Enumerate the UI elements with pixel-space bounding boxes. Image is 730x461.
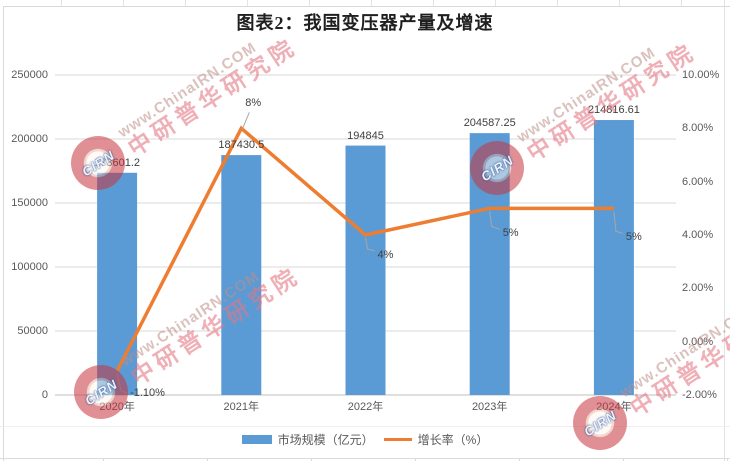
y-axis-left-tick: 50000 [17, 325, 48, 337]
legend: 市场规模（亿元） 增长率（%） [0, 431, 730, 448]
y-axis-left-tick: 150000 [11, 197, 48, 209]
y-axis-right-tick: 8.00% [682, 122, 714, 135]
line-value-label: 5% [625, 231, 642, 244]
legend-item-bar: 市场规模（亿元） [241, 431, 374, 448]
bar-value-label: 173601.2 [94, 156, 141, 169]
y-axis-right-tick: 10.00% [682, 69, 720, 81]
y-axis-left-tick: 250000 [11, 69, 48, 81]
bar [221, 155, 262, 395]
bar-value-label: 204587.25 [463, 117, 516, 130]
y-axis-right-tick: 4.00% [682, 229, 714, 241]
leader-line [241, 112, 250, 130]
y-axis-left-tick: 0 [41, 389, 48, 401]
bar [97, 172, 138, 395]
line-value-label: 4% [377, 249, 394, 261]
y-axis-right-tick: -2.00% [682, 389, 717, 401]
y-axis-left-tick: 100000 [11, 261, 48, 273]
bar [345, 145, 386, 395]
x-axis-tick: 2022年 [347, 401, 384, 413]
line-value-label: -1.10% [130, 387, 165, 399]
legend-swatch-line [383, 438, 412, 441]
bar-value-label: 194845 [347, 129, 384, 142]
bar-value-label: 187430.5 [218, 139, 265, 152]
leader-line [365, 237, 375, 252]
y-axis-right-tick: 2.00% [682, 282, 714, 295]
legend-item-line: 增长率（%） [383, 431, 489, 448]
bar [469, 133, 510, 395]
bar [593, 120, 634, 396]
trend-line [115, 125, 614, 372]
leader-line [489, 211, 500, 230]
legend-label-bar: 市场规模（亿元） [277, 433, 374, 447]
x-axis-tick: 2020年 [99, 401, 135, 413]
y-axis-left-tick: 200000 [11, 133, 48, 145]
legend-label-line: 增长率（%） [417, 433, 489, 447]
x-axis-tick: 2023年 [471, 401, 508, 413]
x-axis-tick: 2021年 [223, 401, 260, 413]
x-axis-tick: 2024年 [596, 401, 632, 413]
y-axis-right-tick: 0.00% [682, 335, 714, 348]
bar-value-label: 214816.61 [587, 104, 640, 117]
legend-swatch-bar [241, 435, 272, 444]
chart-title: 图表2：我国变压器产量及增速 [236, 13, 494, 33]
line-value-label: 8% [245, 97, 262, 110]
line-value-label: 5% [502, 227, 519, 240]
y-axis-right-tick: 6.00% [682, 175, 714, 188]
leader-line [613, 211, 624, 234]
